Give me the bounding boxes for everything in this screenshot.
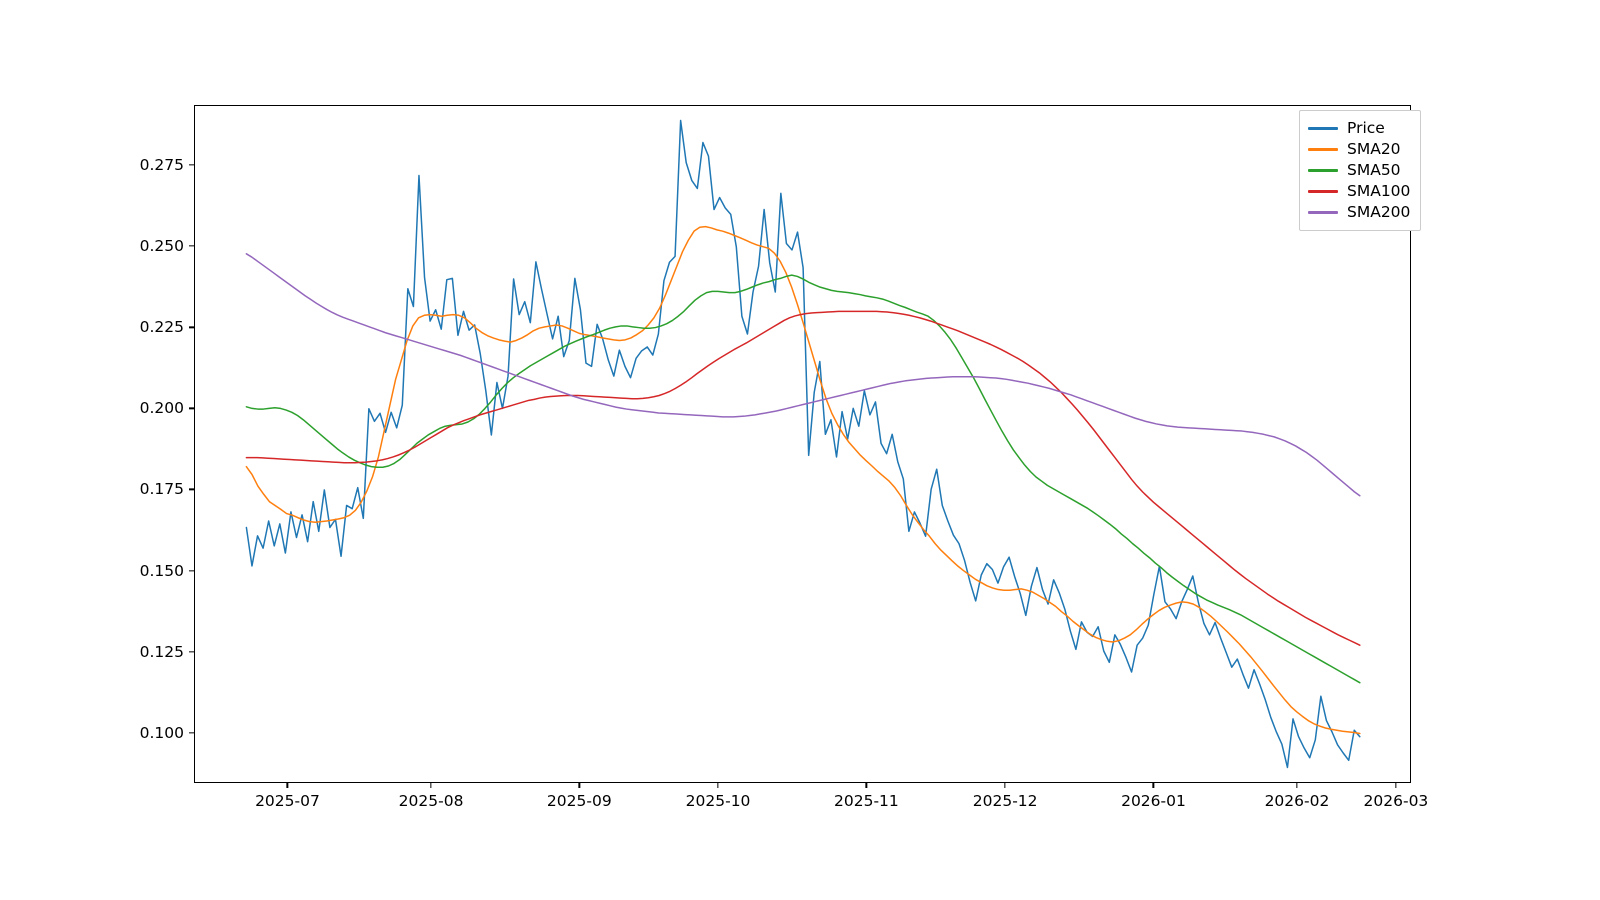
chart-legend[interactable]: Price SMA20 SMA50 SMA100 SMA200 xyxy=(1299,110,1422,231)
legend-item-sma50[interactable]: SMA50 xyxy=(1308,160,1410,181)
chart-series-svg xyxy=(195,106,1410,782)
x-axis-tick-label: 2026-02 xyxy=(1264,792,1330,810)
legend-color-swatch xyxy=(1308,190,1338,193)
legend-item-label: SMA20 xyxy=(1347,139,1401,158)
legend-color-swatch xyxy=(1308,148,1338,151)
y-axis-tick-label: 0.250 xyxy=(139,237,184,256)
series-line-sma50 xyxy=(246,275,1359,683)
legend-item-label: Price xyxy=(1347,118,1385,137)
x-axis-tick-mark xyxy=(578,783,580,788)
x-axis-tick-mark xyxy=(430,783,432,788)
x-axis-tick-mark xyxy=(1004,783,1006,788)
y-axis-tick-label: 0.100 xyxy=(139,723,184,742)
x-axis-tick-mark xyxy=(1296,783,1298,788)
x-axis-tick-label: 2025-11 xyxy=(834,792,899,810)
x-axis-tick-label: 2025-08 xyxy=(398,792,464,810)
legend-item-label: SMA50 xyxy=(1347,160,1401,179)
x-axis-tick-mark xyxy=(1395,783,1397,788)
legend-item-price[interactable]: Price xyxy=(1308,118,1410,139)
series-line-sma20 xyxy=(246,227,1359,734)
y-axis-tick-label: 0.150 xyxy=(139,561,184,580)
series-line-price xyxy=(246,121,1359,768)
legend-item-sma100[interactable]: SMA100 xyxy=(1308,181,1410,202)
y-axis-tick-label: 0.275 xyxy=(139,156,184,174)
x-axis-tick-mark xyxy=(286,783,289,788)
x-axis-tick-label: 2025-09 xyxy=(546,792,612,810)
legend-item-label: SMA200 xyxy=(1347,202,1411,221)
y-axis-tick-label: 0.225 xyxy=(139,318,184,337)
legend-color-swatch xyxy=(1308,169,1338,172)
x-axis-tick-mark xyxy=(717,783,719,788)
legend-item-sma20[interactable]: SMA20 xyxy=(1308,139,1410,160)
y-axis-tick-label: 0.200 xyxy=(139,399,184,418)
series-line-sma100 xyxy=(246,311,1359,645)
x-axis-tick-label: 2025-10 xyxy=(685,792,751,810)
y-axis-tick-label: 0.125 xyxy=(139,642,184,661)
x-axis-tick-mark xyxy=(865,783,868,788)
y-axis-tick-label: 0.175 xyxy=(139,480,184,499)
legend-item-label: SMA100 xyxy=(1347,181,1411,200)
legend-item-sma200[interactable]: SMA200 xyxy=(1308,202,1410,223)
x-axis-tick-label: 2026-03 xyxy=(1363,792,1429,810)
legend-color-swatch xyxy=(1308,211,1338,214)
x-axis-tick-label: 2025-07 xyxy=(255,792,320,810)
x-axis-tick-mark xyxy=(1152,783,1155,788)
series-line-sma200 xyxy=(246,254,1359,496)
legend-color-swatch xyxy=(1308,127,1338,130)
x-axis-tick-label: 2025-12 xyxy=(972,792,1038,810)
x-axis-tick-label: 2026-01 xyxy=(1121,792,1186,810)
plot-area xyxy=(194,105,1411,783)
